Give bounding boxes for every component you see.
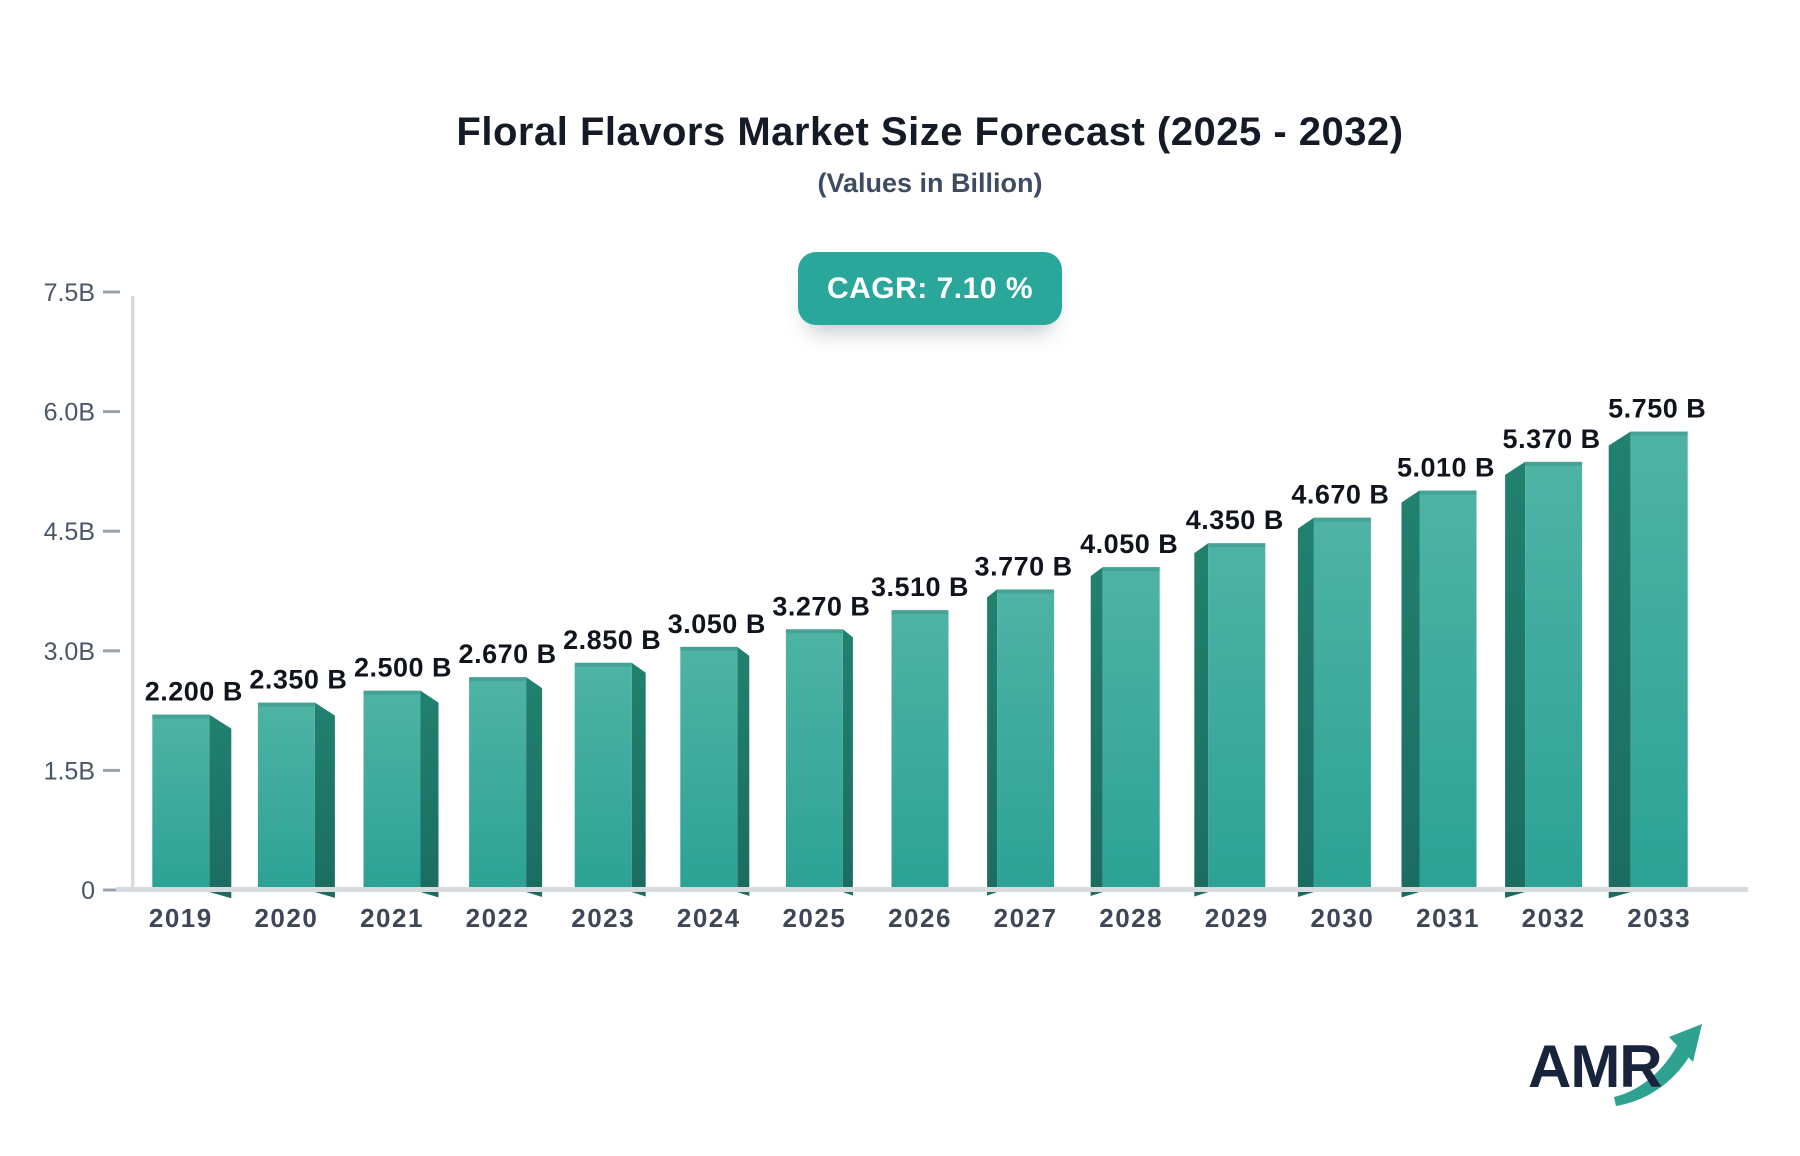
y-tick-label: 3.0B (44, 638, 95, 666)
bar-2021 (363, 690, 421, 892)
bar-side-face-2028 (1090, 567, 1103, 897)
bar-top-edge (1630, 431, 1688, 436)
amr-logo-text: AMR (1528, 1033, 1663, 1100)
bar-top-edge (574, 662, 632, 667)
y-tick-label: 6.0B (44, 399, 95, 427)
bar-value-label: 4.670 B (1291, 480, 1389, 510)
x-axis-label-2032: 2032 (1522, 903, 1586, 933)
bar-top-edge (997, 589, 1055, 594)
bar-2019 (152, 714, 210, 892)
bar-top-edge (1313, 517, 1371, 522)
bar-value-label: 5.370 B (1503, 424, 1601, 454)
bar-2023 (574, 662, 632, 892)
x-axis-label-2025: 2025 (782, 903, 846, 933)
y-tick-dash (103, 290, 120, 294)
y-tick-dash (103, 768, 120, 772)
bar-side-face-2027 (987, 589, 998, 896)
bar-value-label: 4.050 B (1080, 529, 1178, 559)
bar-top-edge (680, 646, 738, 651)
bar-2031 (1419, 490, 1477, 892)
bar-side-face-2019 (209, 714, 232, 899)
x-axis-label-2020: 2020 (254, 903, 318, 933)
x-axis-label-2028: 2028 (1099, 903, 1163, 933)
cagr-badge-label: CAGR: 7.10 % (826, 271, 1034, 305)
bar-top-edge (1208, 543, 1266, 548)
bar-side-face-2024 (737, 646, 750, 897)
amr-logo: AMR (1528, 1018, 1718, 1118)
bar-2028 (1102, 567, 1160, 892)
bar-value-label: 2.850 B (563, 625, 661, 655)
bar-2026 (891, 610, 949, 892)
bar-top-edge (785, 629, 843, 634)
bar-side-face-2023 (631, 662, 646, 897)
bar-side-face-2031 (1401, 490, 1420, 898)
y-tick-dash (103, 410, 120, 414)
bar-2033 (1630, 431, 1688, 892)
y-tick-label: 7.5B (44, 279, 95, 307)
bar-2027 (997, 589, 1055, 892)
bar-top-edge (469, 677, 527, 682)
bar-value-label: 2.670 B (459, 639, 557, 669)
bar-side-face-2020 (314, 702, 335, 898)
bar-2029 (1208, 543, 1266, 892)
x-axis-label-2024: 2024 (677, 903, 741, 933)
x-axis-line (116, 887, 1748, 892)
bar-top-edge (363, 690, 421, 695)
x-axis-label-2022: 2022 (466, 903, 530, 933)
bar-value-label: 5.010 B (1397, 453, 1495, 483)
y-tick-label: 4.5B (44, 518, 95, 546)
bar-top-edge (257, 702, 315, 707)
bar-side-face-2030 (1297, 517, 1314, 897)
bar-value-label: 2.500 B (354, 653, 452, 683)
bar-value-label: 3.270 B (772, 591, 870, 621)
y-axis-line (131, 296, 135, 890)
x-axis-label-2021: 2021 (360, 903, 424, 933)
x-axis-label-2027: 2027 (994, 903, 1058, 933)
cagr-badge: CAGR: 7.10 % (798, 252, 1062, 325)
bar-side-face-2025 (842, 629, 853, 896)
chart-title: Floral Flavors Market Size Forecast (202… (456, 110, 1404, 154)
y-tick-label: 1.5B (44, 757, 95, 785)
bar-value-label: 4.350 B (1186, 505, 1284, 535)
bar-side-face-2022 (526, 677, 543, 897)
bar-2032 (1525, 461, 1583, 892)
x-axis-label-2033: 2033 (1627, 903, 1691, 933)
bar-2025 (785, 629, 843, 892)
bar-value-label: 2.200 B (145, 677, 243, 707)
bar-2020 (257, 702, 315, 892)
y-tick-dash (103, 529, 120, 533)
growth-arrow-icon (1614, 1024, 1702, 1106)
bar-top-edge (152, 714, 210, 719)
x-axis-label-2031: 2031 (1416, 903, 1480, 933)
x-axis-label-2023: 2023 (571, 903, 635, 933)
bar-value-label: 3.770 B (975, 551, 1073, 581)
bar-side-face-2033 (1608, 431, 1631, 899)
bar-side-face-2032 (1505, 461, 1526, 898)
y-tick-label: 0 (81, 877, 95, 905)
bar-side-face-2029 (1194, 543, 1209, 897)
x-axis-label-2026: 2026 (888, 903, 952, 933)
x-axis-label-2019: 2019 (149, 903, 213, 933)
bar-2022 (469, 677, 527, 892)
bar-top-edge (1525, 461, 1583, 466)
bar-top-edge (891, 610, 949, 615)
bar-value-label: 3.510 B (871, 572, 969, 602)
x-axis-label-2029: 2029 (1205, 903, 1269, 933)
bar-value-label: 2.350 B (249, 665, 347, 695)
bar-2024 (680, 646, 738, 892)
bar-2030 (1313, 517, 1371, 892)
bar-top-edge (1419, 490, 1477, 495)
bar-value-label: 3.050 B (668, 609, 766, 639)
x-axis-label-2030: 2030 (1310, 903, 1374, 933)
y-tick-dash (103, 649, 120, 653)
chart-subtitle: (Values in Billion) (817, 168, 1043, 198)
y-tick-dash (103, 888, 120, 892)
bar-value-label: 5.750 B (1608, 394, 1706, 424)
bar-top-edge (1102, 567, 1160, 572)
bar-side-face-2021 (420, 690, 439, 898)
